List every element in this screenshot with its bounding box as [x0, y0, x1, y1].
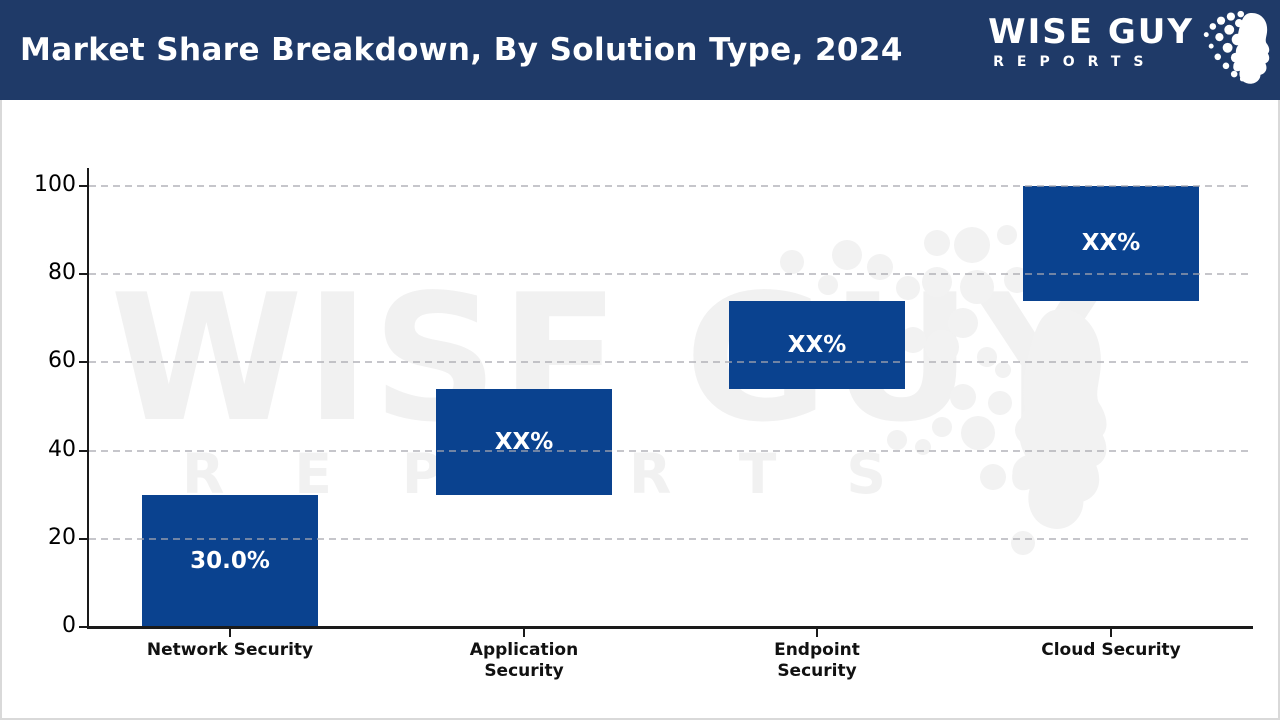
y-tick-100: [79, 185, 87, 187]
y-tick-label-40: 40: [48, 436, 76, 462]
y-tick-label-0: 0: [62, 613, 76, 638]
bar-value-label: XX%: [787, 331, 847, 358]
y-tick-0: [79, 626, 87, 628]
y-tick-label-60: 60: [48, 348, 76, 374]
y-tick-20: [79, 537, 87, 540]
watermark-face-icon: [780, 225, 1107, 555]
y-tick-label-100: 100: [34, 172, 76, 197]
x-tick-3: [1110, 629, 1112, 637]
gridline-80: [89, 273, 1253, 276]
bar-1: XX%: [436, 388, 612, 495]
bar-2: XX%: [729, 300, 905, 389]
left-border: [0, 100, 2, 720]
bar-value-label: 30.0%: [190, 547, 270, 574]
x-tick-1: [523, 629, 525, 637]
y-tick-60: [79, 361, 87, 364]
x-axis-spine: [87, 626, 1253, 629]
y-axis-spine: [87, 168, 89, 628]
y-tick-label-20: 20: [48, 524, 76, 550]
logo-face-icon: [1203, 10, 1270, 84]
right-border: [1278, 100, 1280, 720]
y-tick-80: [79, 273, 87, 276]
x-category-label-0: Network Security: [146, 640, 314, 660]
logo-sub-text: REPORTS: [993, 54, 1157, 71]
gridline-100: [89, 185, 1253, 187]
gridline-60: [89, 361, 1253, 364]
gridline-40: [89, 449, 1253, 452]
bar-3: XX%: [1023, 186, 1199, 301]
x-tick-0: [229, 629, 231, 637]
logo-brand-text: WISE GUY: [988, 12, 1194, 52]
bar-value-label: XX%: [1081, 230, 1141, 257]
y-tick-label-80: 80: [48, 260, 76, 286]
bottom-border: [0, 718, 1280, 720]
y-tick-40: [79, 449, 87, 452]
bar-0: 30.0%: [142, 494, 318, 627]
gridline-20: [89, 537, 1253, 540]
x-category-label-2: Endpoint Security: [774, 640, 860, 682]
page-title: Market Share Breakdown, By Solution Type…: [20, 32, 903, 68]
wise-guy-logo: WISE GUY REPORTS: [988, 12, 1194, 71]
x-category-label-3: Cloud Security: [1041, 640, 1181, 660]
x-category-label-1: Application Security: [469, 640, 579, 682]
header-bar: Market Share Breakdown, By Solution Type…: [0, 0, 1280, 100]
x-tick-2: [816, 629, 818, 637]
